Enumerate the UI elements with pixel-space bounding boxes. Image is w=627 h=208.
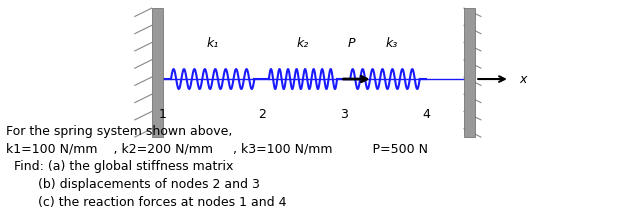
Text: Find: (a) the global stiffness matrix: Find: (a) the global stiffness matrix <box>6 160 234 173</box>
Text: x: x <box>519 73 527 85</box>
Text: P: P <box>348 37 356 50</box>
Text: k₃: k₃ <box>385 37 398 50</box>
Text: k1=100 N/mm    , k2=200 N/mm     , k3=100 N/mm          P=500 N: k1=100 N/mm , k2=200 N/mm , k3=100 N/mm … <box>6 142 428 156</box>
Bar <box>464 8 475 137</box>
Text: 1: 1 <box>159 108 167 121</box>
Text: 4: 4 <box>423 108 430 121</box>
Text: k₁: k₁ <box>206 37 219 50</box>
Text: For the spring system shown above,: For the spring system shown above, <box>6 125 233 138</box>
Text: (c) the reaction forces at nodes 1 and 4: (c) the reaction forces at nodes 1 and 4 <box>6 196 287 208</box>
Text: 2: 2 <box>258 108 266 121</box>
Text: k₂: k₂ <box>297 37 309 50</box>
Text: 3: 3 <box>340 108 347 121</box>
Bar <box>152 8 163 137</box>
Text: (b) displacements of nodes 2 and 3: (b) displacements of nodes 2 and 3 <box>6 178 260 191</box>
